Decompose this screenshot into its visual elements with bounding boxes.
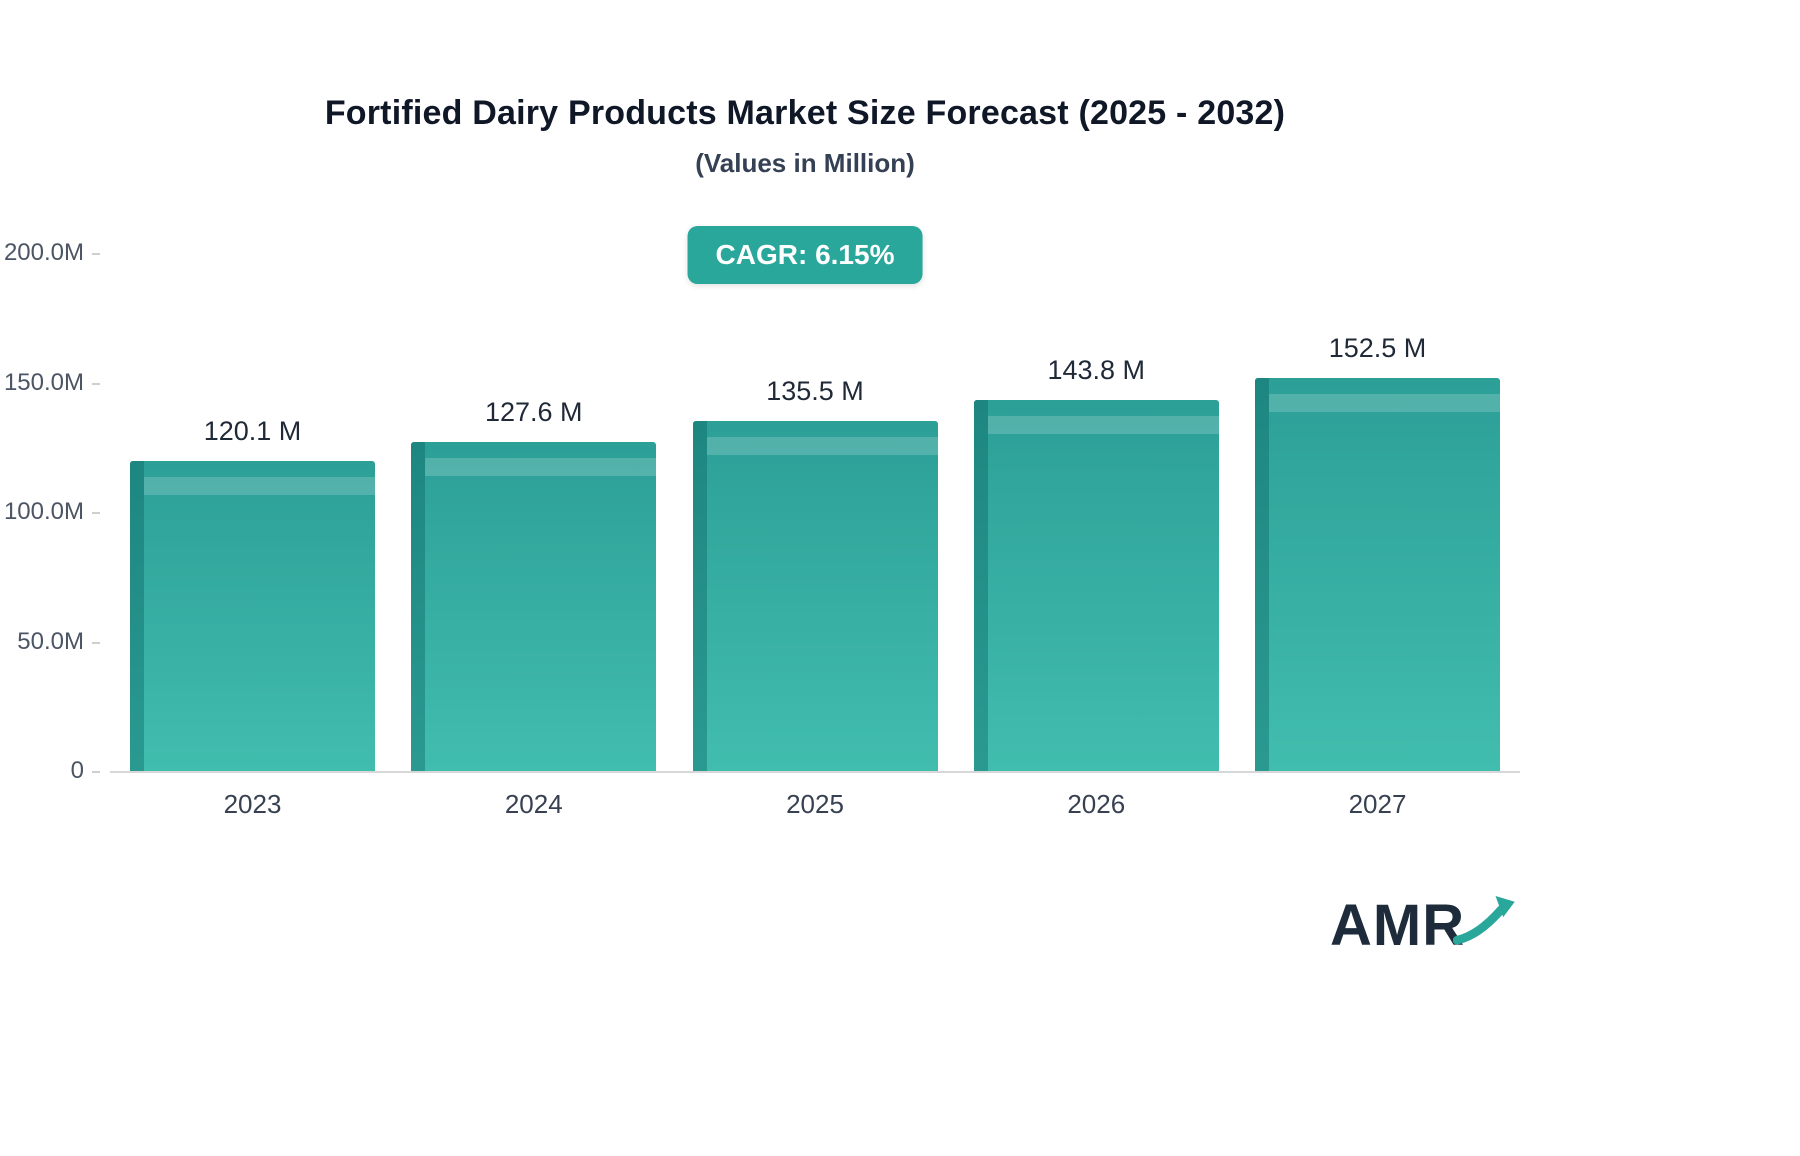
bar-group: 120.1 M [130, 416, 375, 771]
y-axis-label: 0 [70, 757, 101, 784]
y-axis: 200.0M 150.0M 100.0M 50.0M 0 [0, 239, 101, 784]
trend-up-arrow-icon [1452, 896, 1515, 951]
x-axis: 2023 2024 2025 2026 2027 [110, 789, 1520, 820]
bar-value-label: 135.5 M [766, 376, 864, 406]
plot-area: 120.1 M 127.6 M 135.5 M 143.8 M 152.5 M [110, 253, 1520, 773]
y-axis-label: 200.0M [3, 239, 101, 266]
chart-subtitle: (Values in Million) [695, 148, 915, 178]
bar-group: 135.5 M [692, 376, 938, 771]
bar-value-label: 152.5 M [1328, 333, 1427, 363]
amr-logo-text: AMR [1330, 893, 1466, 958]
amr-logo: AMR [1330, 896, 1515, 955]
bar-2024[interactable] [411, 442, 657, 771]
x-axis-label-2027: 2027 [1348, 789, 1407, 819]
bar-2023[interactable] [130, 461, 375, 771]
bar-value-label: 127.6 M [484, 397, 583, 427]
x-axis-label-2025: 2025 [786, 789, 844, 819]
bar-2026[interactable] [973, 400, 1219, 771]
bar-value-label: 120.1 M [203, 416, 302, 446]
bar-group: 143.8 M [973, 355, 1219, 771]
bar-2027[interactable] [1255, 378, 1500, 771]
bar-value-label: 143.8 M [1047, 355, 1146, 385]
bar-group: 152.5 M [1255, 333, 1500, 771]
chart-title: Fortified Dairy Products Market Size For… [324, 94, 1286, 132]
x-axis-label-2023: 2023 [223, 789, 282, 819]
x-axis-label-2026: 2026 [1067, 789, 1126, 819]
y-axis-label: 150.0M [3, 368, 101, 396]
y-axis-label: 50.0M [17, 627, 100, 655]
bar-2025[interactable] [692, 421, 938, 771]
bar-group: 127.6 M [411, 397, 657, 771]
y-axis-label: 100.0M [3, 498, 101, 525]
cagr-badge: CAGR: 6.15% [687, 226, 923, 284]
bars: 120.1 M 127.6 M 135.5 M 143.8 M 152.5 M [110, 253, 1520, 771]
x-axis-label-2024: 2024 [504, 789, 563, 819]
